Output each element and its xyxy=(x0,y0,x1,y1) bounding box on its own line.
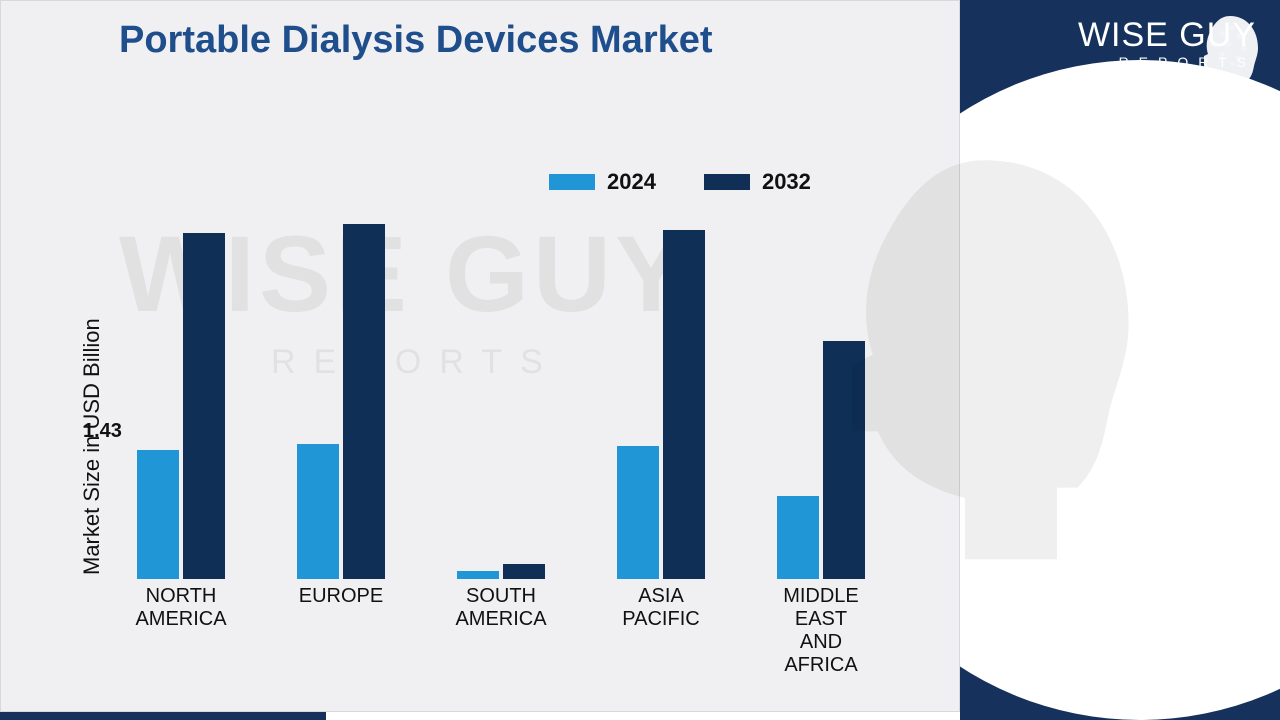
bottom-strip xyxy=(0,712,326,720)
x-label-ap: ASIAPACIFIC xyxy=(596,585,726,631)
watermark-head-icon xyxy=(790,150,1150,590)
legend-swatch-2032 xyxy=(704,174,750,190)
value-label-na-s2024: 1.43 xyxy=(83,420,122,443)
chart-title: Portable Dialysis Devices Market xyxy=(119,19,713,62)
x-label-mea: MIDDLEEASTANDAFRICA xyxy=(756,585,886,677)
bar-eu-2024 xyxy=(297,444,339,579)
x-label-na: NORTHAMERICA xyxy=(116,585,246,631)
x-label-sa: SOUTHAMERICA xyxy=(436,585,566,631)
legend-swatch-2024 xyxy=(549,174,595,190)
legend: 2024 2032 xyxy=(549,169,811,195)
bar-ap-2032 xyxy=(663,230,705,579)
legend-item-2024: 2024 xyxy=(549,169,656,195)
figure-root: { "layout": { "canvas": { "w": 1280, "h"… xyxy=(0,0,1280,720)
bar-eu-2032 xyxy=(343,224,385,580)
x-label-eu: EUROPE xyxy=(276,585,406,608)
brand-head-icon xyxy=(1192,14,1262,100)
brand-logo: WISE GUY REPORTS xyxy=(1078,18,1256,70)
bar-sa-2024 xyxy=(457,571,499,579)
bar-na-2032 xyxy=(183,233,225,580)
bar-na-2024 xyxy=(137,450,179,579)
bar-ap-2024 xyxy=(617,446,659,579)
legend-label-2024: 2024 xyxy=(607,169,656,195)
y-axis-label: Market Size in USD Billion xyxy=(79,318,105,575)
bar-sa-2032 xyxy=(503,564,545,579)
